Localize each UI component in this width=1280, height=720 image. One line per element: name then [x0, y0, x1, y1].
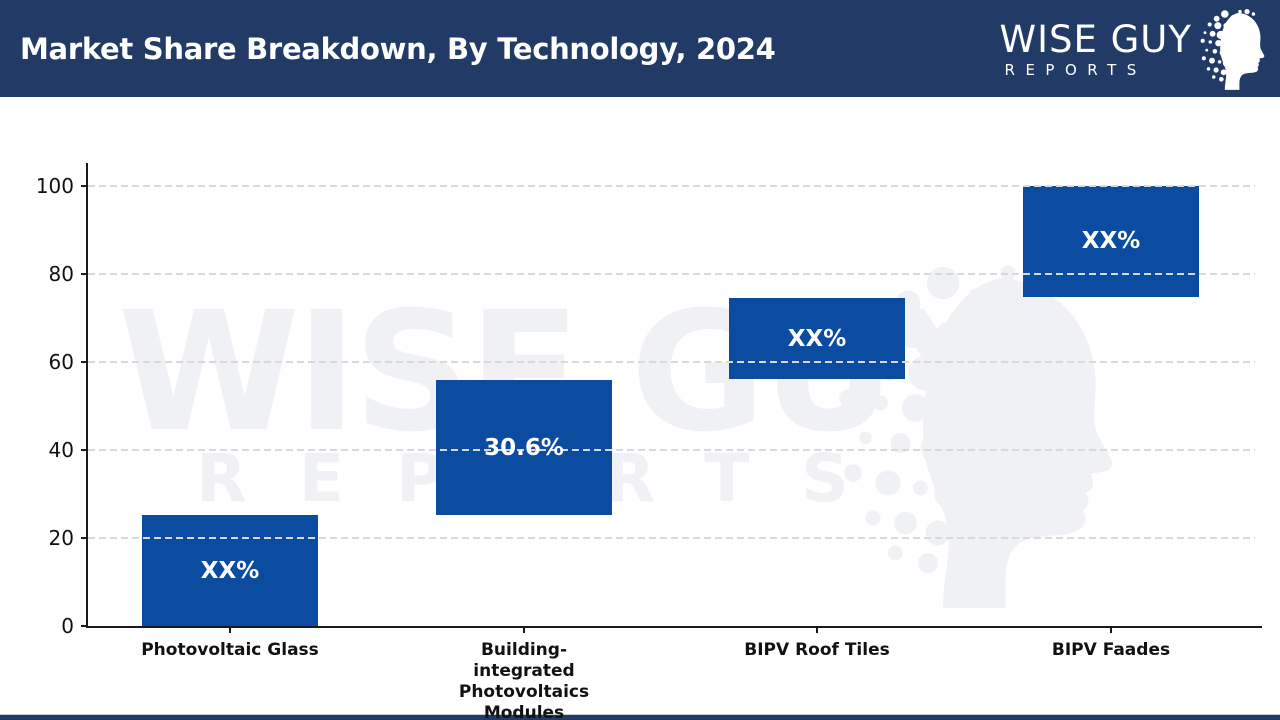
brand-logo: WISE GUY REPORTS	[1000, 7, 1268, 91]
gridline	[88, 185, 1255, 187]
brand-name: WISE GUY	[999, 17, 1192, 61]
bar-segment	[1023, 186, 1199, 297]
y-tick-label: 100	[35, 174, 74, 198]
y-tick-mark	[81, 625, 88, 627]
y-tick-label: 60	[48, 350, 74, 374]
x-tick-mark	[1110, 626, 1112, 633]
x-tick-mark	[523, 626, 525, 633]
category-label-line: BIPV Roof Tiles	[744, 640, 890, 660]
category-label-line: BIPV Faades	[1051, 640, 1171, 660]
y-tick-label: 40	[48, 438, 74, 462]
page-title: Market Share Breakdown, By Technology, 2…	[20, 31, 776, 66]
bar-value-label: XX%	[200, 557, 260, 584]
bar-value-label: 30.6%	[484, 434, 564, 461]
gridline	[88, 537, 1255, 539]
category-label-line: Building-	[480, 640, 568, 660]
x-tick-mark	[816, 626, 818, 633]
y-axis-spine	[86, 163, 88, 628]
y-tick-mark	[81, 449, 88, 451]
category-label-line: Photovoltaics	[458, 682, 590, 702]
category-label-line: Photovoltaic Glass	[141, 640, 319, 660]
brand-logo-text: WISE GUY REPORTS	[1000, 21, 1192, 78]
y-tick-label: 20	[48, 526, 74, 550]
y-tick-mark	[81, 361, 88, 363]
category-label-line: Modules	[483, 703, 565, 720]
gridline	[88, 273, 1255, 275]
x-axis-spine	[86, 626, 1262, 628]
header: Market Share Breakdown, By Technology, 2…	[0, 0, 1280, 97]
gridline	[88, 449, 1255, 451]
category-label: BIPV Roof Tiles	[744, 640, 889, 661]
y-tick-mark	[81, 537, 88, 539]
footer-bar	[0, 714, 1280, 720]
bar-segment	[142, 515, 318, 626]
y-tick-mark	[81, 185, 88, 187]
bar-segment	[729, 298, 905, 380]
dot-head-icon	[1198, 8, 1268, 90]
gridline	[88, 361, 1255, 363]
y-tick-label: 0	[61, 614, 74, 638]
category-label-line: integrated	[473, 661, 575, 681]
x-tick-mark	[229, 626, 231, 633]
bar-segment	[436, 380, 612, 516]
category-label: Building-integrated Photovoltaics Modules	[459, 640, 589, 720]
y-tick-mark	[81, 273, 88, 275]
bar-value-label: XX%	[787, 325, 847, 352]
y-tick-label: 80	[48, 262, 74, 286]
category-label: BIPV Faades	[1052, 640, 1170, 661]
brand-subtitle: REPORTS	[1004, 60, 1147, 79]
category-label: Photovoltaic Glass	[141, 640, 319, 661]
bar-value-label: XX%	[1081, 228, 1141, 255]
